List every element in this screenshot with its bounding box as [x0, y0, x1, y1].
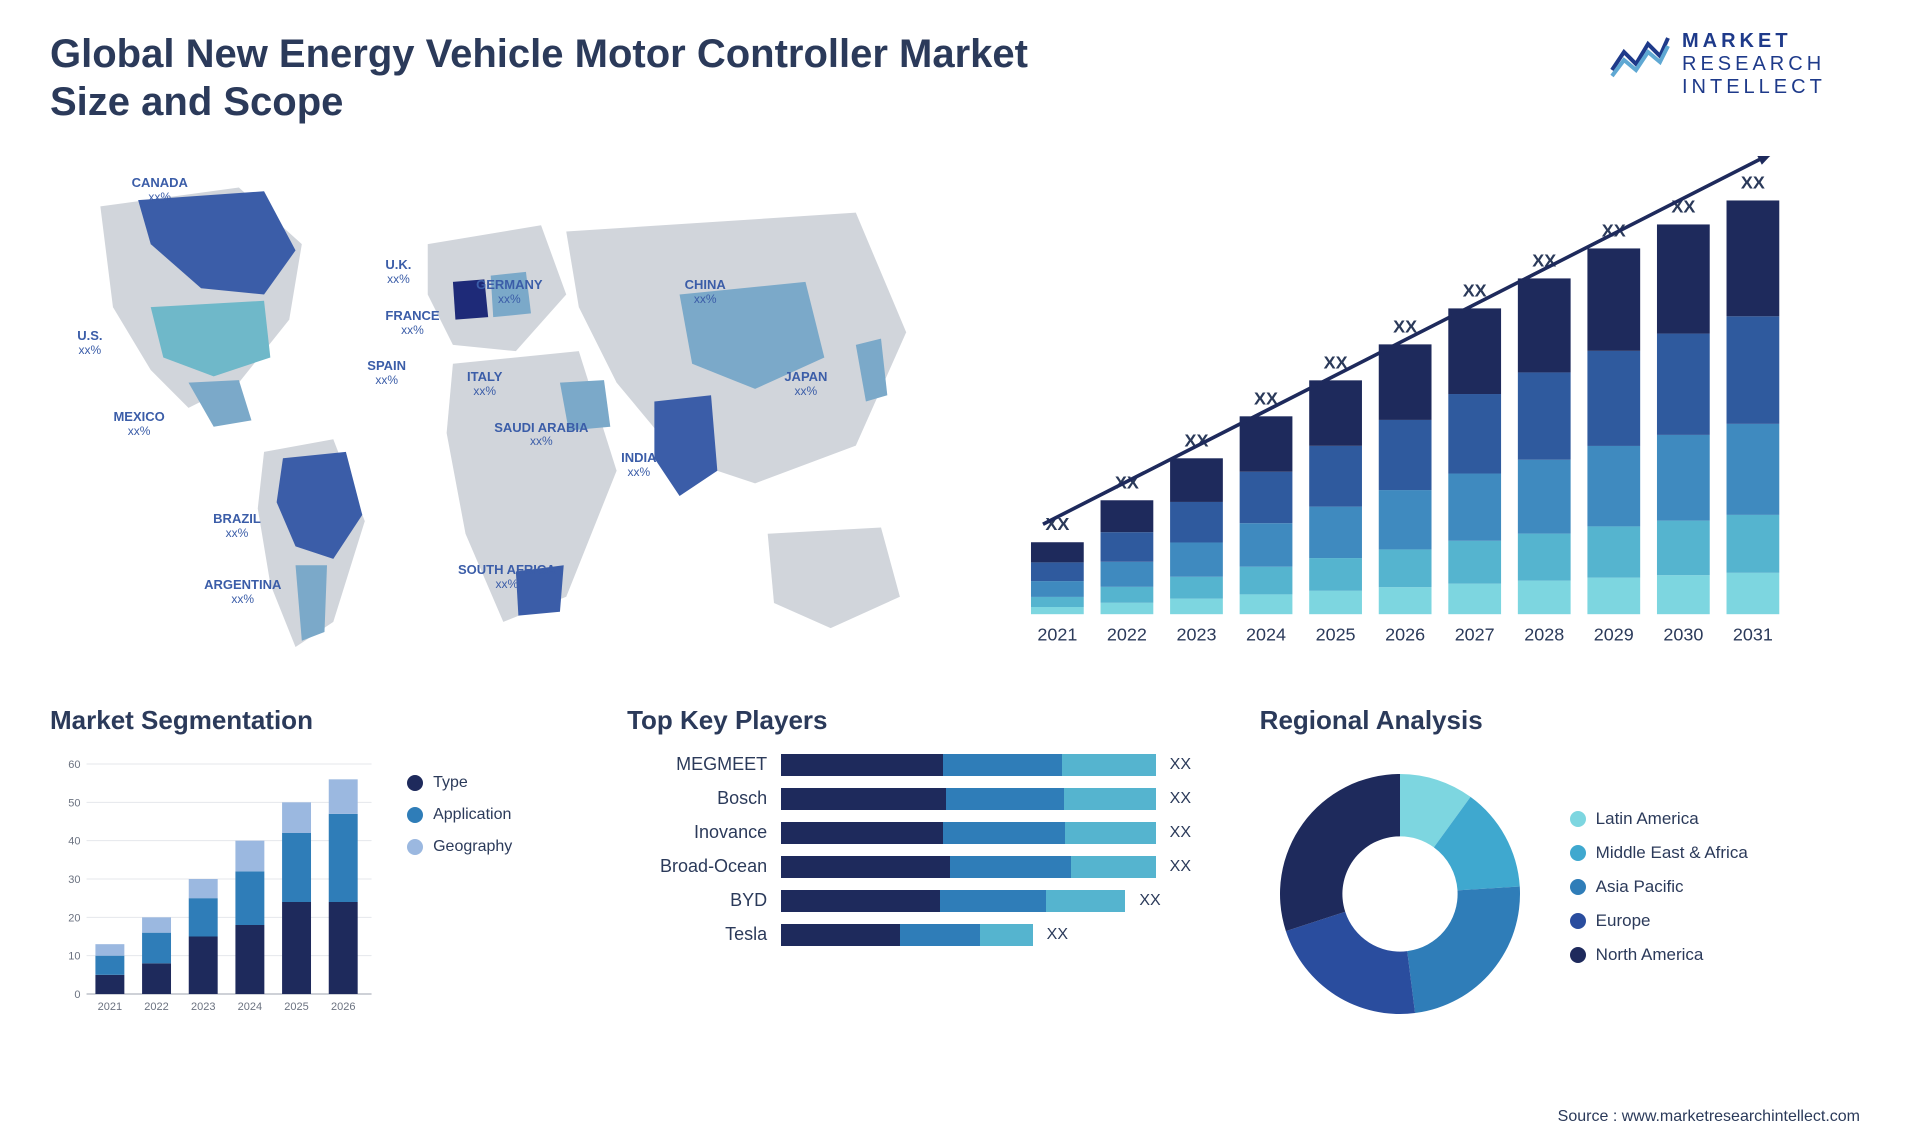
logo-line2: RESEARCH — [1682, 53, 1826, 76]
svg-text:2022: 2022 — [144, 1001, 168, 1013]
svg-text:10: 10 — [68, 950, 80, 962]
svg-text:2025: 2025 — [1315, 625, 1355, 645]
world-map-panel: CANADAxx% U.S.xx% MEXICOxx% BRAZILxx% ARGENT… — [50, 156, 957, 665]
map-label-brazil: BRAZILxx% — [213, 512, 261, 541]
svg-text:2021: 2021 — [98, 1001, 122, 1013]
player-name: BYD — [627, 890, 767, 911]
svg-text:30: 30 — [68, 874, 80, 886]
svg-text:2030: 2030 — [1663, 625, 1703, 645]
segmentation-legend-item: Application — [407, 806, 577, 824]
svg-text:XX: XX — [1462, 280, 1486, 300]
segmentation-legend-item: Geography — [407, 838, 577, 856]
player-name: Broad-Ocean — [627, 856, 767, 877]
segmentation-bar-chart: 0 10 20 30 40 50 60 2021 2022 2023 2024 2025 2026 — [50, 754, 383, 1024]
regional-title: Regional Analysis — [1260, 705, 1870, 736]
map-label-japan: JAPANxx% — [784, 370, 827, 399]
growth-stacked-bar-chart: XX2021XX2022XX2023XX2024XX2025XX2026XX20… — [1007, 156, 1870, 665]
logo-icon — [1610, 30, 1670, 78]
player-name: Inovance — [627, 822, 767, 843]
brand-logo: MARKET RESEARCH INTELLECT — [1610, 30, 1870, 126]
map-label-italy: ITALYxx% — [467, 370, 502, 399]
player-bar — [781, 754, 1156, 776]
player-row: Broad-Ocean XX — [627, 856, 1210, 878]
map-label-argentina: ARGENTINAxx% — [204, 578, 281, 607]
svg-text:XX: XX — [1740, 172, 1764, 192]
player-row: BYD XX — [627, 890, 1210, 912]
map-label-u-s-: U.S.xx% — [77, 329, 102, 358]
svg-text:2024: 2024 — [238, 1001, 262, 1013]
regional-donut-chart — [1260, 754, 1540, 1034]
svg-text:2023: 2023 — [1176, 625, 1216, 645]
map-label-spain: SPAINxx% — [367, 359, 406, 388]
logo-line3: INTELLECT — [1682, 76, 1826, 99]
player-bar — [781, 890, 1125, 912]
svg-text:2028: 2028 — [1524, 625, 1564, 645]
svg-text:XX: XX — [1393, 316, 1417, 336]
svg-text:20: 20 — [68, 912, 80, 924]
segmentation-legend-item: Type — [407, 774, 577, 792]
player-name: Tesla — [627, 924, 767, 945]
svg-text:0: 0 — [74, 989, 80, 1001]
player-bar — [781, 788, 1156, 810]
svg-text:50: 50 — [68, 797, 80, 809]
map-label-saudi-arabia: SAUDI ARABIAxx% — [494, 421, 588, 450]
player-name: Bosch — [627, 788, 767, 809]
svg-text:2026: 2026 — [1385, 625, 1425, 645]
svg-text:2026: 2026 — [331, 1001, 355, 1013]
keyplayers-chart: MEGMEETXXBoschXXInovanceXXBroad-OceanXXB… — [627, 754, 1210, 946]
player-row: Tesla XX — [627, 924, 1210, 946]
svg-text:2021: 2021 — [1037, 625, 1077, 645]
player-row: Inovance XX — [627, 822, 1210, 844]
player-value: XX — [1170, 790, 1210, 808]
regional-legend-item: Latin America — [1570, 809, 1870, 829]
player-value: XX — [1047, 926, 1087, 944]
svg-text:40: 40 — [68, 835, 80, 847]
player-value: XX — [1139, 892, 1179, 910]
regional-legend-item: North America — [1570, 945, 1870, 965]
page-title: Global New Energy Vehicle Motor Controll… — [50, 30, 1030, 126]
player-bar — [781, 822, 1156, 844]
keyplayers-title: Top Key Players — [627, 705, 1210, 736]
player-value: XX — [1170, 824, 1210, 842]
svg-text:2027: 2027 — [1454, 625, 1494, 645]
svg-text:60: 60 — [68, 759, 80, 771]
player-row: Bosch XX — [627, 788, 1210, 810]
svg-text:2024: 2024 — [1246, 625, 1286, 645]
regional-legend: Latin America Middle East & Africa Asia Pa… — [1570, 809, 1870, 979]
map-label-south-africa: SOUTH AFRICAxx% — [458, 563, 556, 592]
svg-text:2031: 2031 — [1732, 625, 1772, 645]
regional-legend-item: Middle East & Africa — [1570, 843, 1870, 863]
player-row: MEGMEET XX — [627, 754, 1210, 776]
svg-text:2025: 2025 — [284, 1001, 308, 1013]
growth-chart-panel: XX2021XX2022XX2023XX2024XX2025XX2026XX20… — [1007, 156, 1870, 665]
map-label-china: CHINAxx% — [685, 278, 726, 307]
player-value: XX — [1170, 756, 1210, 774]
map-label-india: INDIAxx% — [621, 451, 656, 480]
map-label-mexico: MEXICOxx% — [113, 410, 164, 439]
source-attribution: Source : www.marketresearchintellect.com — [1558, 1108, 1860, 1126]
map-label-france: FRANCExx% — [385, 309, 439, 338]
regional-legend-item: Europe — [1570, 911, 1870, 931]
player-bar — [781, 856, 1156, 878]
player-bar — [781, 924, 1033, 946]
svg-text:2023: 2023 — [191, 1001, 215, 1013]
map-label-u-k-: U.K.xx% — [385, 258, 411, 287]
segmentation-legend: Type Application Geography — [407, 754, 577, 1024]
map-label-germany: GERMANYxx% — [476, 278, 542, 307]
svg-text:2022: 2022 — [1107, 625, 1147, 645]
player-value: XX — [1170, 858, 1210, 876]
player-name: MEGMEET — [627, 754, 767, 775]
logo-line1: MARKET — [1682, 30, 1792, 52]
regional-legend-item: Asia Pacific — [1570, 877, 1870, 897]
map-label-canada: CANADAxx% — [132, 176, 188, 205]
svg-text:2029: 2029 — [1593, 625, 1633, 645]
segmentation-title: Market Segmentation — [50, 705, 577, 736]
